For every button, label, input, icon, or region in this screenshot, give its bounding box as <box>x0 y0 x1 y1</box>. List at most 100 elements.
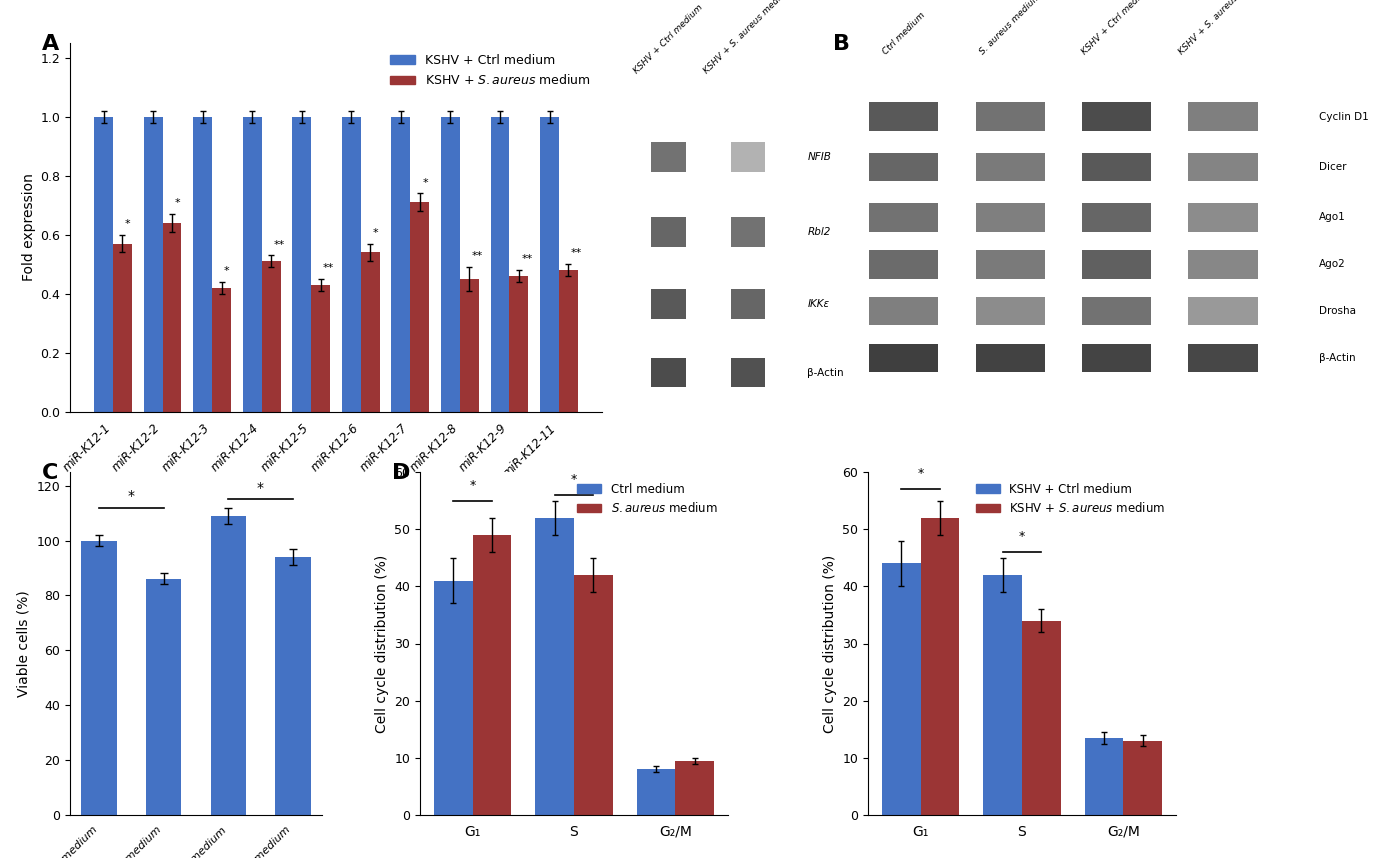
Bar <box>976 344 1044 372</box>
Bar <box>441 117 459 412</box>
Y-axis label: Cell cycle distribution (%): Cell cycle distribution (%) <box>375 554 389 733</box>
Bar <box>262 262 280 412</box>
Bar <box>81 541 118 815</box>
Text: **: ** <box>571 248 582 258</box>
Bar <box>976 203 1044 232</box>
Text: Ago2: Ago2 <box>1319 259 1345 269</box>
Text: β-Actin: β-Actin <box>1319 353 1355 363</box>
Bar <box>869 203 938 232</box>
Text: Ago1: Ago1 <box>1319 212 1345 222</box>
Bar <box>242 117 262 412</box>
Bar <box>94 117 113 412</box>
Legend: KSHV + Ctrl medium, KSHV + $\it{S. aureus}$ medium: KSHV + Ctrl medium, KSHV + $\it{S. aureu… <box>385 49 596 93</box>
Y-axis label: Viable cells (%): Viable cells (%) <box>17 590 31 697</box>
Text: *: * <box>125 219 130 229</box>
Text: *: * <box>258 481 265 495</box>
Bar <box>1082 102 1151 131</box>
Text: KSHV + S. aureus medium: KSHV + S. aureus medium <box>1177 0 1268 57</box>
Text: **: ** <box>521 254 532 264</box>
Bar <box>869 153 938 181</box>
Bar <box>311 285 330 412</box>
Bar <box>434 581 473 815</box>
Bar <box>1189 297 1257 325</box>
Text: Rbl2: Rbl2 <box>808 227 830 237</box>
Text: KSHV + Ctrl medium: KSHV + Ctrl medium <box>1081 0 1154 57</box>
Bar <box>731 358 766 387</box>
Text: C: C <box>42 463 59 483</box>
Bar <box>651 289 686 318</box>
Bar <box>274 557 311 815</box>
Bar <box>510 276 528 412</box>
Bar <box>490 117 510 412</box>
Bar <box>410 202 430 412</box>
Bar <box>342 117 361 412</box>
Bar <box>976 297 1044 325</box>
Bar <box>113 244 132 412</box>
Bar <box>675 761 714 815</box>
Bar <box>882 564 921 815</box>
Bar <box>1022 620 1061 815</box>
Bar <box>559 270 578 412</box>
Bar <box>976 250 1044 279</box>
Bar <box>293 117 311 412</box>
Text: *: * <box>469 479 476 492</box>
Bar <box>193 117 213 412</box>
Bar <box>869 102 938 131</box>
Bar <box>651 142 686 172</box>
Text: S. aureus medium: S. aureus medium <box>979 0 1043 57</box>
Legend: KSHV + Ctrl medium, KSHV + $\it{S. aureus}$ medium: KSHV + Ctrl medium, KSHV + $\it{S. aureu… <box>972 478 1170 520</box>
Bar <box>361 252 379 412</box>
Text: **: ** <box>323 263 335 273</box>
Bar <box>1189 203 1257 232</box>
Text: β-Actin: β-Actin <box>808 367 844 378</box>
Text: Cyclin D1: Cyclin D1 <box>1319 112 1369 122</box>
Text: D: D <box>392 463 410 483</box>
Bar <box>210 516 246 815</box>
Bar <box>1123 740 1162 815</box>
Bar <box>869 297 938 325</box>
Text: *: * <box>175 198 181 208</box>
Bar <box>473 535 511 815</box>
Bar <box>869 344 938 372</box>
Text: B: B <box>833 34 850 54</box>
Bar <box>731 217 766 247</box>
Text: **: ** <box>273 239 284 250</box>
Bar <box>459 279 479 412</box>
Text: *: * <box>127 489 134 504</box>
Bar <box>392 117 410 412</box>
Bar <box>146 579 182 815</box>
Bar <box>976 102 1044 131</box>
Bar <box>1082 297 1151 325</box>
Bar <box>535 517 574 815</box>
Text: Dicer: Dicer <box>1319 162 1347 172</box>
Bar <box>1082 203 1151 232</box>
Bar <box>1189 250 1257 279</box>
Bar <box>651 358 686 387</box>
Y-axis label: Fold expression: Fold expression <box>22 173 36 281</box>
Legend: Ctrl medium, $\it{S. aureus}$ medium: Ctrl medium, $\it{S. aureus}$ medium <box>573 478 722 520</box>
Bar <box>1189 344 1257 372</box>
Text: KSHV + Ctrl medium: KSHV + Ctrl medium <box>633 3 704 76</box>
Bar <box>983 575 1022 815</box>
Bar <box>731 142 766 172</box>
Y-axis label: Cell cycle distribution (%): Cell cycle distribution (%) <box>823 554 837 733</box>
Bar <box>1082 250 1151 279</box>
Bar <box>574 575 613 815</box>
Bar <box>731 289 766 318</box>
Text: *: * <box>372 227 378 238</box>
Bar <box>637 770 675 815</box>
Text: *: * <box>224 266 230 276</box>
Bar <box>976 153 1044 181</box>
Bar <box>651 217 686 247</box>
Bar <box>1189 102 1257 131</box>
Text: **: ** <box>472 251 483 262</box>
Text: Ctrl medium: Ctrl medium <box>881 10 927 57</box>
Bar <box>144 117 162 412</box>
Bar <box>1189 153 1257 181</box>
Text: *: * <box>423 178 428 188</box>
Text: *: * <box>1019 530 1025 543</box>
Text: Drosha: Drosha <box>1319 306 1355 317</box>
Text: *: * <box>571 474 577 486</box>
Bar <box>540 117 559 412</box>
Bar <box>921 517 959 815</box>
